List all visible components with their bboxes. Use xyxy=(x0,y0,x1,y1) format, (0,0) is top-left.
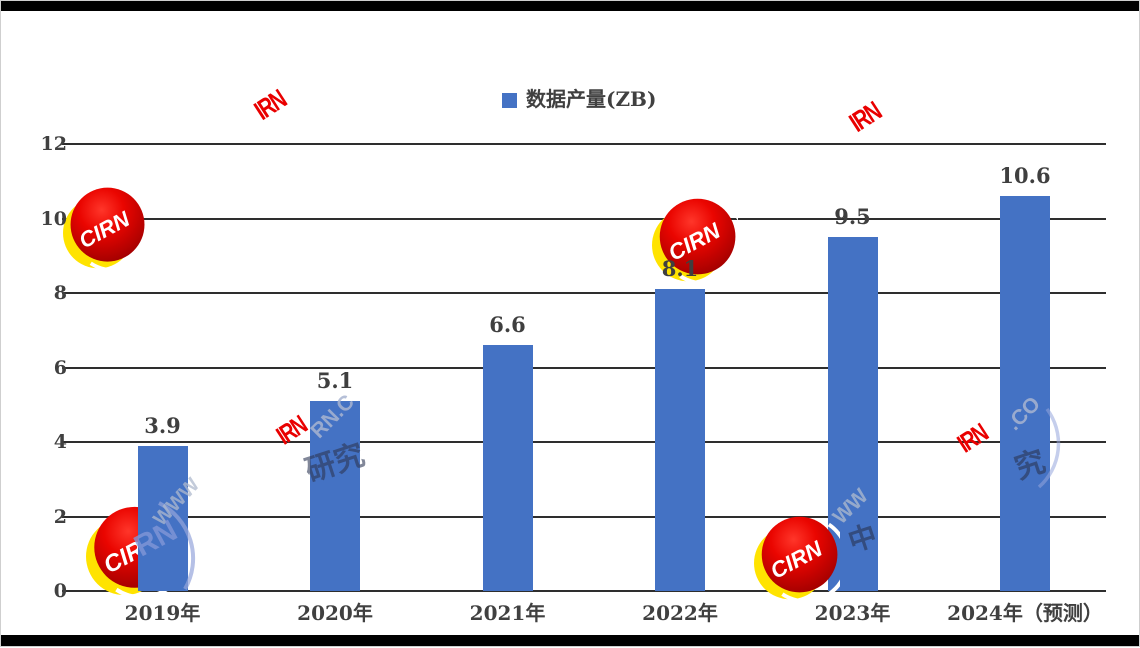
bar xyxy=(482,345,533,591)
chart-legend: 数据产量(ZB) xyxy=(502,83,656,112)
bar-value-label: 9.5 xyxy=(834,204,871,230)
y-axis-tick xyxy=(62,515,71,518)
bar xyxy=(1000,196,1050,591)
gridline xyxy=(71,441,1106,443)
x-axis-label: 2023年 xyxy=(814,601,891,625)
y-axis-label: 0 xyxy=(53,580,67,602)
y-axis-tick xyxy=(62,590,71,592)
bar-value-label: 6.6 xyxy=(489,312,526,338)
bottom-border-bar xyxy=(1,635,1139,646)
legend-swatch xyxy=(502,93,517,108)
y-axis-tick xyxy=(62,143,71,145)
x-axis-label: 2024年（预测） xyxy=(947,601,1103,625)
ghost-watermark-arc xyxy=(158,501,196,590)
y-axis-label: 2 xyxy=(53,505,67,528)
y-axis-tick xyxy=(62,292,71,294)
y-axis-label: 6 xyxy=(53,356,67,379)
x-axis-label: 2019年 xyxy=(124,601,201,625)
gridline xyxy=(71,292,1106,294)
cirn-logo-watermark: CIRN xyxy=(754,515,850,604)
bar xyxy=(655,289,705,591)
x-axis-label: 2021年 xyxy=(469,601,546,625)
gridline xyxy=(71,366,1106,369)
bar-value-label: 10.6 xyxy=(999,163,1051,189)
y-axis-tick xyxy=(62,441,71,443)
cirn-ball-svg: CIRN xyxy=(754,516,850,604)
gridline xyxy=(71,515,1106,518)
gridline xyxy=(71,590,1106,592)
gridline xyxy=(71,217,1106,220)
y-axis-label: 12 xyxy=(40,133,67,155)
gridline xyxy=(71,143,1106,145)
y-axis-label: 4 xyxy=(53,431,67,453)
ghost-watermark-arc xyxy=(1037,407,1061,489)
y-axis-label: 10 xyxy=(40,207,67,230)
bar-value-label: 5.1 xyxy=(316,368,354,394)
legend-label: 数据产量(ZB) xyxy=(526,87,657,111)
y-axis-tick xyxy=(62,366,71,369)
top-border-bar xyxy=(1,1,1139,11)
y-axis-label: 8 xyxy=(53,282,67,304)
x-axis-label: 2020年 xyxy=(297,601,373,625)
x-axis-label: 2022年 xyxy=(642,601,718,625)
bar-value-label: 3.9 xyxy=(144,412,181,438)
bar xyxy=(310,401,360,591)
bar-value-label: 8.1 xyxy=(661,256,699,282)
